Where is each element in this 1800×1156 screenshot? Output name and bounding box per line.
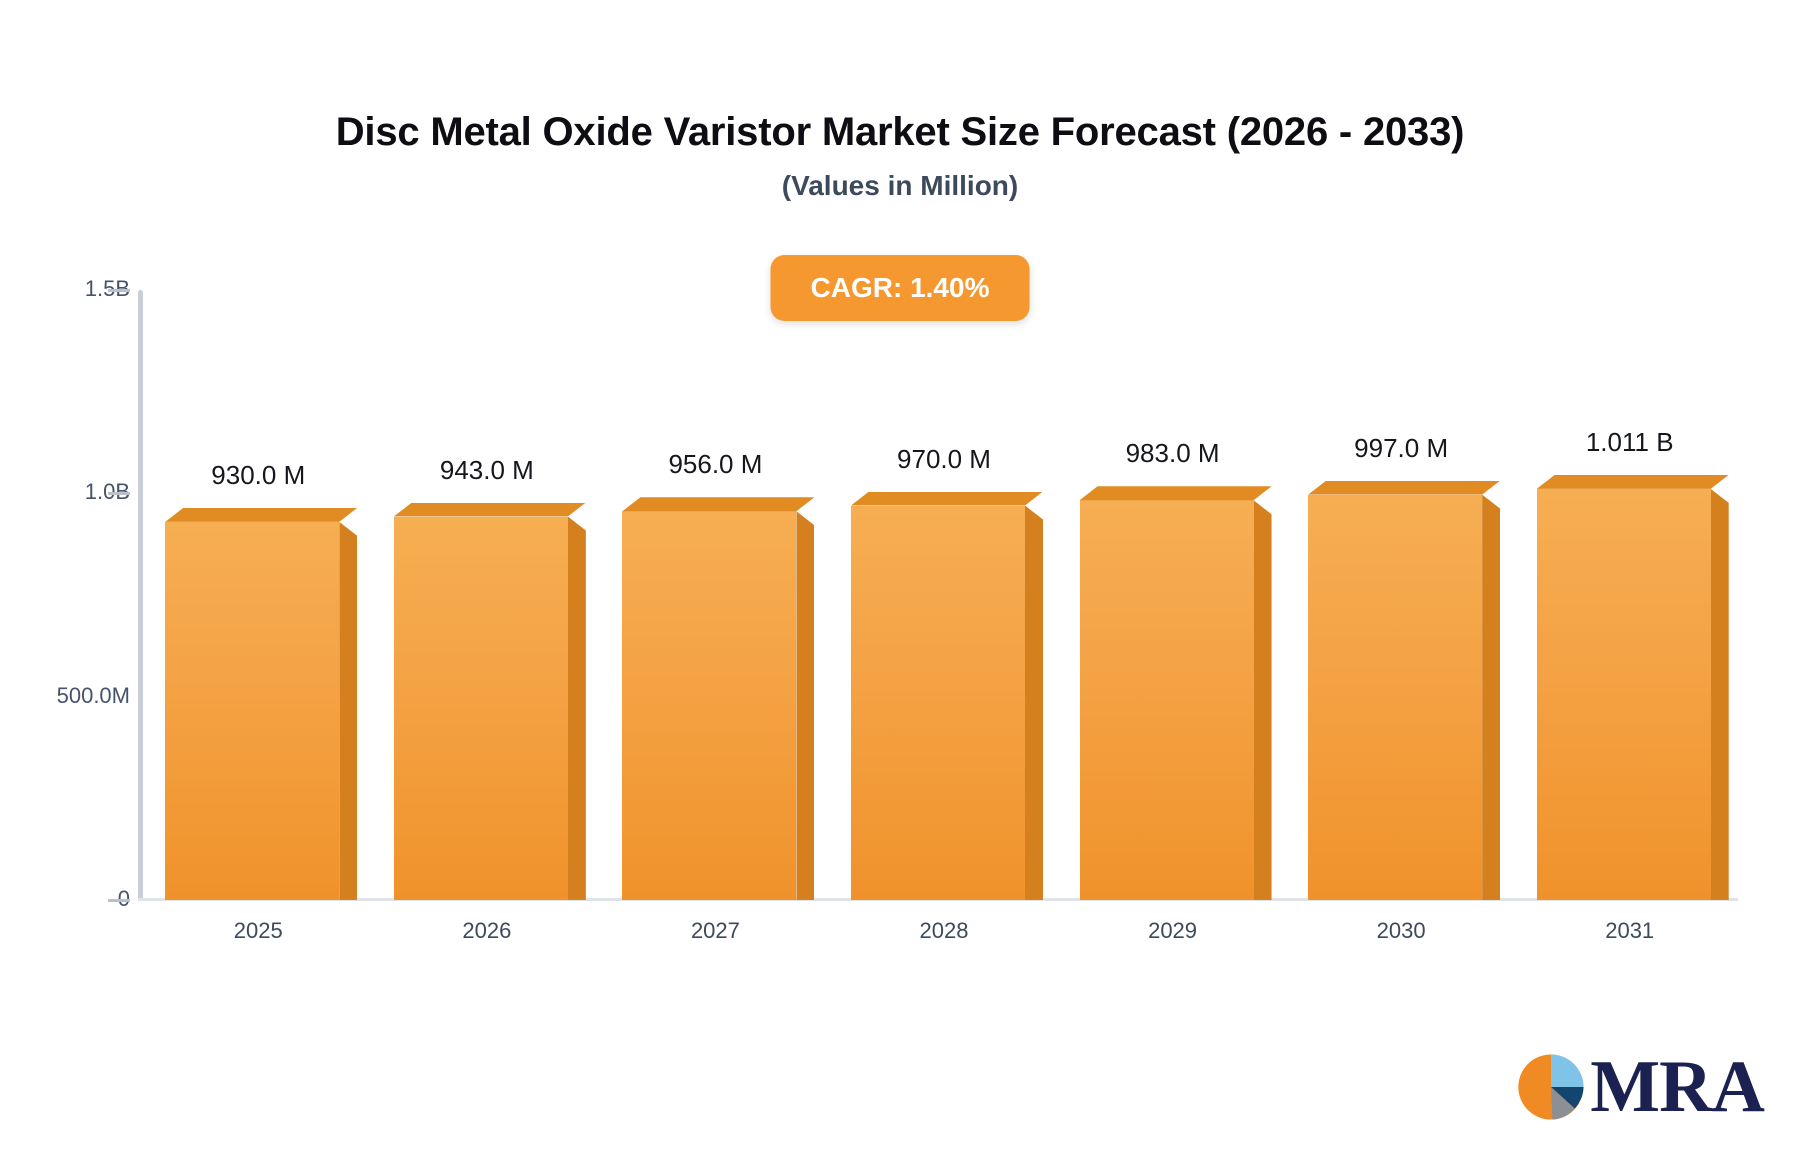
bar: [165, 521, 358, 900]
bar-front-face: [393, 516, 568, 900]
bar-side-face: [1482, 494, 1501, 900]
y-axis-tick-mark: [108, 289, 130, 292]
bar: [393, 516, 586, 900]
bar-top-face: [1080, 486, 1272, 501]
bar-side-face: [567, 516, 586, 900]
x-axis-tick-label: 2031: [1605, 918, 1655, 943]
bar-value-label: 956.0 M: [668, 449, 763, 480]
bar-side-face: [1710, 488, 1729, 900]
bar-front-face: [622, 511, 797, 900]
bar-value-label: 930.0 M: [211, 459, 306, 490]
bar-top-face: [1537, 475, 1729, 490]
bar-front-face: [1308, 494, 1483, 900]
bar-value-label: 970.0 M: [897, 443, 991, 474]
x-axis-tick-label: 2027: [690, 918, 740, 943]
bar-side-face: [1025, 505, 1043, 900]
y-axis-tick-mark: [108, 899, 130, 902]
bar: [1079, 500, 1272, 900]
bar-front-face: [1536, 488, 1711, 900]
bar: [851, 505, 1043, 900]
bar-side-face: [1253, 500, 1272, 900]
x-axis-tick-label: 2026: [462, 918, 512, 943]
brand-logo: MRA: [1514, 1045, 1765, 1128]
bar-value-label: 983.0 M: [1125, 438, 1220, 469]
page-title: Disc Metal Oxide Varistor Market Size Fo…: [335, 110, 1465, 154]
bar-front-face: [1079, 500, 1254, 900]
bar: [1308, 494, 1501, 900]
y-axis-tick-label: 0: [40, 886, 130, 912]
bar-side-face: [339, 521, 358, 900]
y-axis-line: [138, 290, 143, 900]
bar-top-face: [394, 503, 586, 518]
y-axis-tick-label: 1.0B: [40, 479, 130, 505]
bar-value-label: 1.011 B: [1585, 426, 1674, 457]
x-axis-tick-label: 2030: [1376, 918, 1426, 943]
bar-front-face: [851, 505, 1025, 900]
x-axis-tick-label: 2028: [919, 918, 969, 943]
pie-chart-logo-icon: [1514, 1050, 1588, 1124]
bar-front-face: [165, 521, 340, 900]
bar: [622, 511, 815, 900]
bar: [1536, 488, 1729, 900]
y-axis-tick-mark: [108, 492, 130, 496]
bar-side-face: [796, 511, 815, 900]
bar-value-label: 997.0 M: [1354, 432, 1449, 463]
bar-top-face: [165, 508, 357, 523]
x-axis-tick-label: 2025: [233, 918, 283, 943]
bar-top-face: [622, 497, 814, 512]
cagr-badge: CAGR: 1.40%: [770, 255, 1030, 321]
bar-top-face: [1308, 481, 1500, 496]
bar-top-face: [851, 492, 1043, 507]
bar-value-label: 943.0 M: [439, 454, 534, 485]
y-axis-tick-label: 1.5B: [40, 276, 130, 302]
x-axis-tick-label: 2029: [1148, 918, 1198, 943]
brand-name: MRA: [1590, 1045, 1765, 1128]
chart-subtitle: (Values in Million): [781, 170, 1019, 201]
y-axis-tick-label: 500.0M: [56, 682, 130, 708]
